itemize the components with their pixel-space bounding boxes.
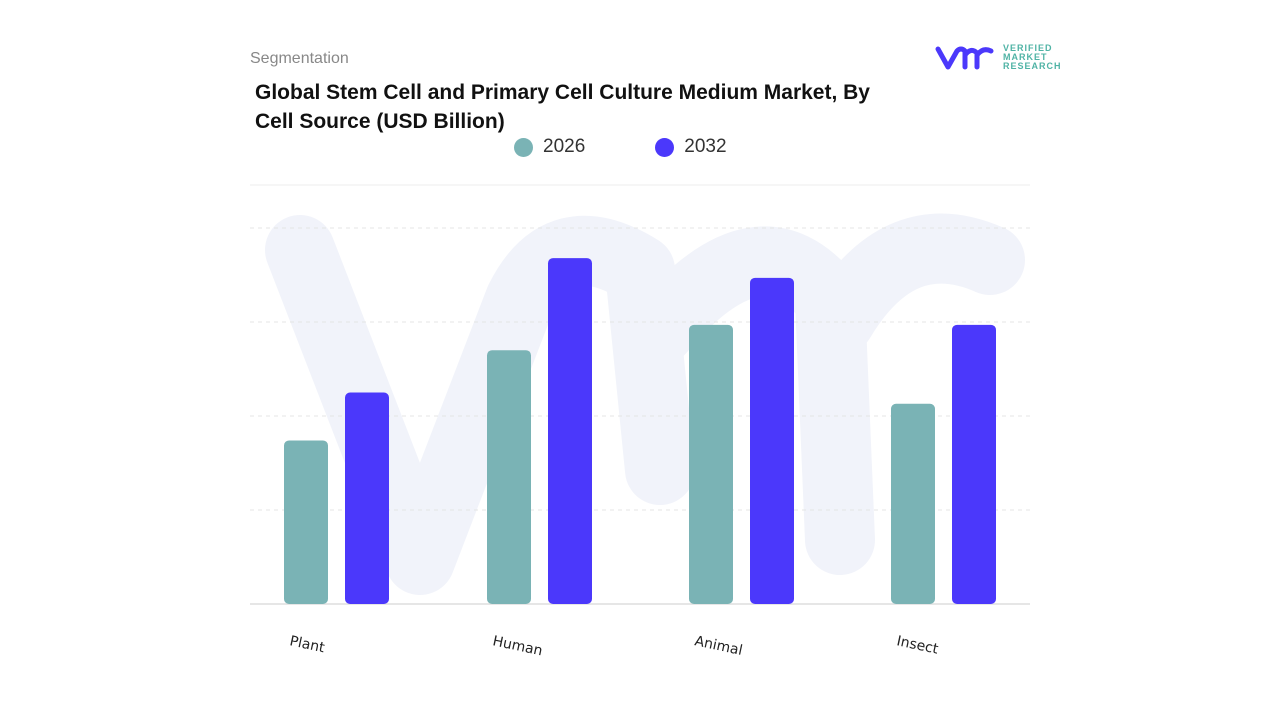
chart-title: Global Stem Cell and Primary Cell Cultur…	[255, 81, 870, 133]
legend: 2026 2032	[514, 136, 727, 158]
bar-human-2026	[487, 350, 531, 604]
bar-plant-2032	[345, 392, 389, 604]
x-tick-label: Human	[491, 633, 544, 659]
bar-animal-2026	[689, 324, 733, 604]
legend-swatch-2032	[655, 137, 675, 157]
legend-item-2032: 2032	[655, 136, 727, 158]
bar-human-2032	[548, 258, 592, 604]
bar-animal-2032	[750, 277, 794, 604]
x-tick-label: Plant	[288, 633, 326, 656]
section-label: Segmentation	[250, 50, 349, 67]
bar-insect-2032	[952, 324, 996, 604]
legend-label: 2026	[543, 136, 586, 157]
legend-label: 2032	[684, 136, 727, 157]
vmr-logo: VERIFIED MARKET RESEARCH	[935, 44, 1062, 71]
vmr-logo-icon	[935, 46, 994, 69]
logo-text: VERIFIED MARKET RESEARCH	[1003, 43, 1062, 71]
legend-item-2026: 2026	[514, 136, 585, 158]
x-tick-label: Animal	[693, 633, 744, 659]
x-tick-label: Insect	[895, 633, 940, 658]
legend-swatch-2026	[514, 137, 533, 157]
watermark-logo	[265, 213, 1025, 595]
bar-plant-2026	[284, 440, 328, 604]
bar-insect-2026	[891, 403, 935, 604]
